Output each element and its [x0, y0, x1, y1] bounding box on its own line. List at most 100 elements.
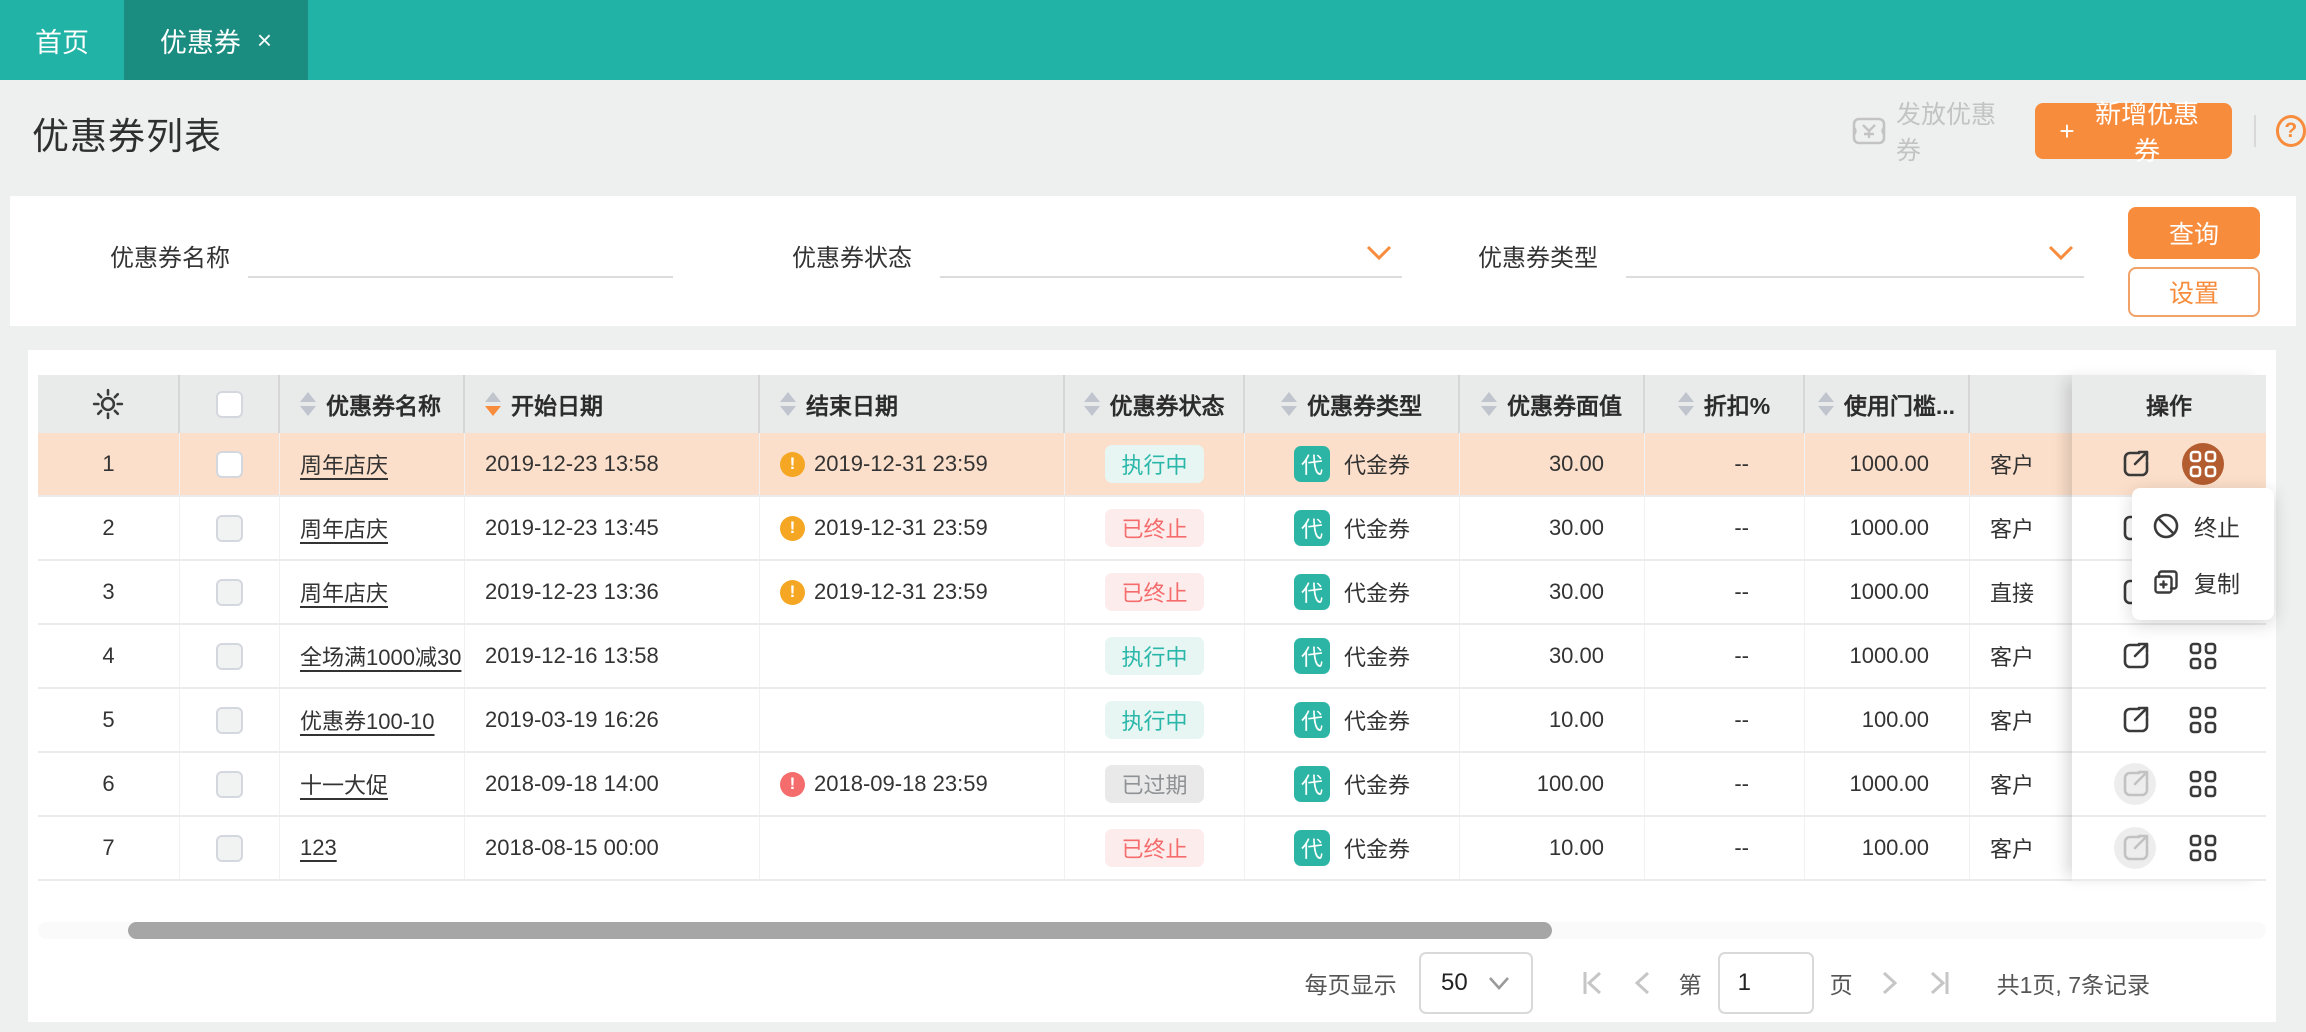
last-page-button[interactable]	[1927, 969, 1953, 997]
coupon-type-label: 优惠券类型	[1478, 245, 1598, 272]
sort-icon[interactable]	[485, 392, 501, 416]
dispatch-coupon-button[interactable]: 发放优惠券	[1852, 95, 2011, 167]
start-date: 2019-12-23 13:36	[465, 561, 760, 623]
table-row[interactable]: 6 十一大促 2018-09-18 14:00! 2018-09-18 23:59 已过…	[38, 753, 2266, 817]
discount-percent: --	[1645, 817, 1805, 879]
expiry-warning-icon: !	[780, 451, 805, 477]
row-checkbox[interactable]	[216, 450, 243, 478]
row-number: 2	[38, 497, 180, 559]
select-all-checkbox[interactable]	[215, 390, 243, 418]
share-icon[interactable]	[2114, 443, 2156, 485]
menu-item-复制[interactable]: 复制	[2132, 554, 2274, 610]
search-button[interactable]: 查询	[2128, 207, 2260, 259]
table-row[interactable]: 1 周年店庆 2019-12-23 13:58! 2019-12-31 23:59 执行…	[38, 433, 2266, 497]
share-icon[interactable]	[2114, 699, 2156, 741]
page-number-input[interactable]: 1	[1717, 952, 1814, 1014]
expiry-warning-icon: !	[780, 579, 805, 605]
coupon-name-link[interactable]: 周年店庆	[300, 453, 389, 478]
coupon-name-link[interactable]: 全场满1000减30	[300, 645, 462, 670]
add-coupon-button[interactable]: + 新增优惠券	[2035, 99, 2232, 166]
menu-item-终止[interactable]: 终止	[2132, 498, 2274, 554]
coupon-name-link[interactable]: 123	[300, 835, 337, 860]
column-header-name[interactable]: 优惠券名称	[280, 375, 465, 433]
column-header-threshold[interactable]: 使用门槛...	[1805, 375, 1970, 433]
next-page-button[interactable]	[1881, 969, 1899, 997]
expiry-warning-icon: !	[780, 515, 805, 541]
more-actions-icon[interactable]	[2182, 699, 2224, 741]
coupon-name-input[interactable]	[248, 276, 673, 278]
end-date: 2019-12-31 23:59	[814, 579, 988, 604]
discount-percent: --	[1645, 625, 1805, 687]
dispatch-channel: 客户	[1970, 497, 2266, 559]
row-number: 7	[38, 817, 180, 879]
help-icon[interactable]: ?	[2275, 115, 2306, 147]
sort-icon[interactable]	[300, 392, 316, 416]
share-icon[interactable]	[2114, 827, 2156, 869]
table-row[interactable]: 7 123 2018-08-15 00:00 已终止 代代金券 10.00 -- 100.00…	[38, 817, 2266, 881]
page-suffix-label: 页	[1829, 972, 1853, 998]
per-page-select[interactable]: 50	[1418, 952, 1533, 1014]
tab-close-icon[interactable]: ×	[256, 25, 273, 55]
usage-threshold: 100.00	[1805, 689, 1970, 751]
table-row[interactable]: 3 周年店庆 2019-12-23 13:36! 2019-12-31 23:59 已终…	[38, 561, 2266, 625]
coupon-type-icon: 代	[1293, 766, 1330, 802]
column-header-start[interactable]: 开始日期	[465, 375, 760, 433]
tab-home[interactable]: 首页	[0, 0, 124, 80]
more-actions-icon[interactable]	[2182, 635, 2224, 677]
table-row[interactable]: 4 全场满1000减30 2019-12-16 13:58 执行中 代代金券 30.00-…	[38, 625, 2266, 689]
row-checkbox[interactable]	[216, 706, 243, 734]
sort-icon[interactable]	[1677, 392, 1694, 416]
coupon-type-icon: 代	[1293, 702, 1330, 738]
row-checkbox[interactable]	[216, 834, 243, 862]
table-row[interactable]: 2 周年店庆 2019-12-23 13:45! 2019-12-31 23:59 已终…	[38, 497, 2266, 561]
more-actions-icon[interactable]	[2182, 827, 2224, 869]
row-checkbox[interactable]	[216, 578, 243, 606]
start-date: 2018-08-15 00:00	[465, 817, 760, 879]
horizontal-scrollbar-track[interactable]	[38, 922, 2266, 939]
header-divider	[2253, 115, 2256, 147]
filter-card: 优惠券名称 优惠券状态 优惠券类型 查询 设置	[10, 196, 2296, 326]
sort-icon[interactable]	[1281, 392, 1297, 416]
sort-icon[interactable]	[780, 392, 796, 416]
row-checkbox[interactable]	[216, 514, 243, 542]
gear-icon[interactable]	[92, 388, 124, 420]
settings-button[interactable]: 设置	[2128, 267, 2260, 317]
first-page-button[interactable]	[1579, 969, 1605, 997]
column-header-label: 使用门槛...	[1843, 393, 1956, 419]
coupon-status-select[interactable]	[940, 276, 1402, 278]
horizontal-scrollbar-thumb[interactable]	[128, 922, 1552, 939]
more-actions-icon[interactable]	[2182, 443, 2224, 485]
status-badge: 执行中	[1105, 701, 1204, 739]
column-header-value[interactable]: 优惠券面值	[1460, 375, 1645, 433]
usage-threshold: 1000.00	[1805, 625, 1970, 687]
chevron-down-icon[interactable]	[1366, 244, 1392, 262]
end-date: 2018-09-18 23:59	[814, 771, 988, 796]
prev-page-button[interactable]	[1633, 969, 1651, 997]
tab-coupon[interactable]: 优惠券 ×	[124, 0, 308, 80]
column-header-end[interactable]: 结束日期	[760, 375, 1065, 433]
coupon-table: 优惠券名称开始日期结束日期优惠券状态优惠券类型优惠券面值折扣%使用门槛...发 …	[38, 375, 2274, 881]
row-checkbox[interactable]	[216, 642, 243, 670]
sort-icon[interactable]	[1481, 392, 1497, 416]
coupon-type-select[interactable]	[1626, 276, 2084, 278]
column-header-label: 优惠券状态	[1109, 393, 1225, 419]
tab-coupon-label: 优惠券	[159, 27, 241, 58]
more-actions-icon[interactable]	[2182, 763, 2224, 805]
coupon-name-link[interactable]: 周年店庆	[300, 581, 389, 606]
coupon-name-link[interactable]: 十一大促	[300, 773, 389, 798]
column-header-status[interactable]: 优惠券状态	[1065, 375, 1245, 433]
coupon-type-icon: 代	[1293, 830, 1330, 866]
chevron-down-icon[interactable]	[2048, 244, 2074, 262]
pagination-summary: 共1页, 7条记录	[1996, 972, 2150, 998]
row-checkbox[interactable]	[216, 770, 243, 798]
share-icon[interactable]	[2114, 635, 2156, 677]
column-header-type[interactable]: 优惠券类型	[1245, 375, 1460, 433]
sort-icon[interactable]	[1817, 392, 1834, 416]
sort-icon[interactable]	[1083, 392, 1100, 416]
table-row[interactable]: 5 优惠券100-10 2019-03-19 16:26 执行中 代代金券 10.00 --…	[38, 689, 2266, 753]
share-icon[interactable]	[2114, 763, 2156, 805]
coupon-name-link[interactable]: 周年店庆	[300, 517, 389, 542]
column-header-discount[interactable]: 折扣%	[1645, 375, 1805, 433]
top-tab-bar: 首页 优惠券 ×	[0, 0, 2306, 80]
coupon-name-link[interactable]: 优惠券100-10	[300, 709, 435, 734]
